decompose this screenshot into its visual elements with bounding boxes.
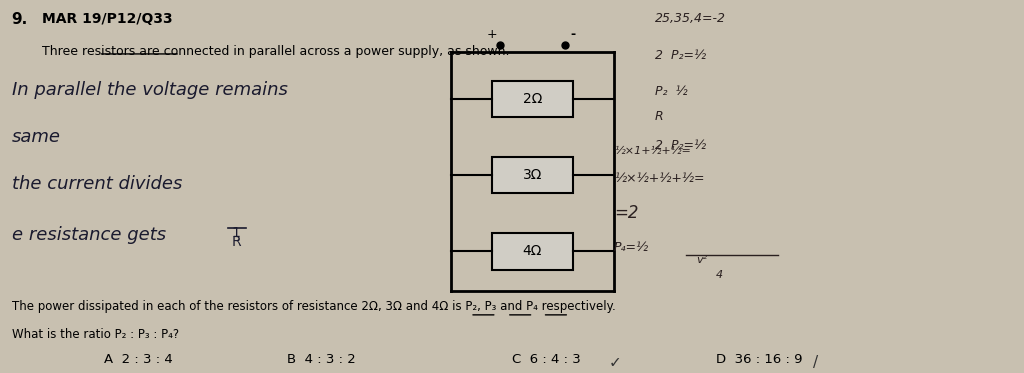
Text: 25,35,4=-2: 25,35,4=-2: [655, 12, 726, 25]
Text: B  4 : 3 : 2: B 4 : 3 : 2: [288, 353, 356, 366]
Bar: [492, 81, 573, 117]
Text: A  2 : 3 : 4: A 2 : 3 : 4: [103, 353, 172, 366]
Text: In parallel the voltage remains: In parallel the voltage remains: [11, 81, 288, 99]
Text: 2Ω: 2Ω: [522, 92, 542, 106]
Text: D  36 : 16 : 9: D 36 : 16 : 9: [716, 353, 803, 366]
Text: 2  P₂=½: 2 P₂=½: [655, 139, 707, 152]
Text: 3Ω: 3Ω: [522, 168, 542, 182]
Text: +: +: [486, 28, 497, 41]
Text: 2  P₂=½: 2 P₂=½: [655, 48, 707, 62]
Text: 1: 1: [231, 226, 240, 240]
Text: R: R: [231, 235, 241, 249]
Text: ✓: ✓: [609, 355, 622, 370]
Text: P₄=½: P₄=½: [614, 241, 649, 254]
Text: ½×1+½+½=: ½×1+½+½=: [614, 146, 691, 156]
Text: e resistance gets: e resistance gets: [11, 226, 171, 244]
Bar: [492, 157, 573, 194]
Text: Three resistors are connected in parallel across a power supply, as shown.: Three resistors are connected in paralle…: [42, 45, 510, 58]
Text: /: /: [813, 355, 818, 370]
Text: =2: =2: [614, 204, 639, 222]
Text: P₂  ½: P₂ ½: [655, 85, 687, 98]
Text: What is the ratio P₂ : P₃ : P₄?: What is the ratio P₂ : P₃ : P₄?: [11, 327, 179, 341]
Text: C  6 : 4 : 3: C 6 : 4 : 3: [512, 353, 581, 366]
Text: 4Ω: 4Ω: [522, 244, 542, 258]
Text: R: R: [655, 110, 664, 123]
Text: v²: v²: [696, 255, 707, 265]
Text: same: same: [11, 128, 60, 146]
Text: 9.: 9.: [11, 12, 28, 27]
Text: -: -: [570, 28, 575, 41]
Text: 4: 4: [716, 270, 723, 280]
Bar: [492, 233, 573, 270]
Text: the current divides: the current divides: [11, 175, 182, 193]
Text: ½×½+½+½=: ½×½+½+½=: [614, 172, 705, 185]
Text: MAR 19/P12/Q33: MAR 19/P12/Q33: [42, 12, 173, 26]
Text: The power dissipated in each of the resistors of resistance 2Ω, 3Ω and 4Ω is P₂,: The power dissipated in each of the resi…: [11, 300, 615, 313]
